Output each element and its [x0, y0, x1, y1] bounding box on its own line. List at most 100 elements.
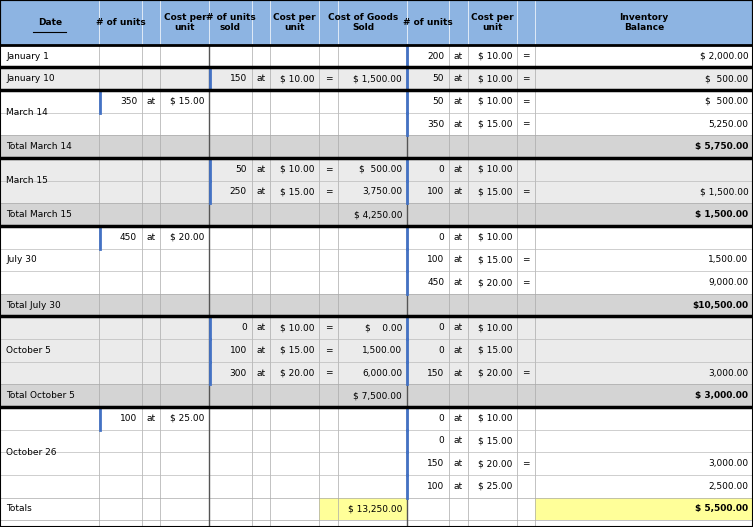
Bar [0, 90, 753, 135]
Text: at: at [453, 482, 463, 491]
Text: July 30: July 30 [6, 256, 37, 265]
Text: $ 10.00: $ 10.00 [477, 74, 512, 83]
Text: at: at [453, 233, 463, 242]
Text: 450: 450 [427, 278, 444, 287]
Text: 0: 0 [438, 346, 444, 355]
Text: $10,500.00: $10,500.00 [692, 300, 748, 310]
Text: at: at [453, 256, 463, 265]
Text: October 5: October 5 [6, 346, 51, 355]
Bar [319, 497, 407, 520]
Bar [0, 226, 753, 294]
Text: $ 5,500.00: $ 5,500.00 [695, 504, 748, 513]
Text: 100: 100 [427, 482, 444, 491]
Text: at: at [146, 233, 156, 242]
Text: 1,500.00: 1,500.00 [709, 256, 748, 265]
Text: at: at [256, 346, 266, 355]
Text: 6,000.00: 6,000.00 [362, 368, 402, 377]
Text: $ 1,500.00: $ 1,500.00 [695, 210, 748, 219]
Text: 0: 0 [438, 165, 444, 174]
Text: 350: 350 [120, 97, 137, 106]
Text: 2,500.00: 2,500.00 [709, 482, 748, 491]
Text: 100: 100 [427, 188, 444, 197]
Text: $ 20.00: $ 20.00 [477, 368, 512, 377]
Text: 3,000.00: 3,000.00 [709, 459, 748, 468]
Text: =: = [523, 278, 529, 287]
Text: Inventory
Balance: Inventory Balance [620, 13, 669, 32]
Text: 250: 250 [230, 188, 247, 197]
Text: $ 10.00: $ 10.00 [477, 414, 512, 423]
Text: March 14: March 14 [6, 108, 47, 117]
Text: Total October 5: Total October 5 [6, 391, 75, 400]
Text: 350: 350 [427, 120, 444, 129]
Text: Total July 30: Total July 30 [6, 300, 61, 310]
Bar [0, 0, 753, 45]
Text: Total March 15: Total March 15 [6, 210, 72, 219]
Bar [0, 45, 753, 67]
Text: Total March 14: Total March 14 [6, 142, 72, 151]
Text: =: = [523, 74, 529, 83]
Text: at: at [453, 459, 463, 468]
Text: 50: 50 [433, 97, 444, 106]
Text: $    0.00: $ 0.00 [364, 323, 402, 333]
Bar [535, 497, 753, 520]
Text: =: = [523, 459, 529, 468]
Text: # of units
sold: # of units sold [206, 13, 255, 32]
Text: 300: 300 [230, 368, 247, 377]
Text: October 26: October 26 [6, 448, 56, 457]
Text: $ 10.00: $ 10.00 [477, 52, 512, 61]
Text: at: at [453, 120, 463, 129]
Text: $ 25.00: $ 25.00 [477, 482, 512, 491]
Text: $ 10.00: $ 10.00 [477, 323, 512, 333]
Text: at: at [256, 323, 266, 333]
Text: $ 15.00: $ 15.00 [170, 97, 205, 106]
Text: $ 1,500.00: $ 1,500.00 [353, 74, 402, 83]
Text: =: = [523, 97, 529, 106]
Bar [0, 67, 753, 90]
Text: Cost per
unit: Cost per unit [273, 13, 316, 32]
Text: 5,250.00: 5,250.00 [709, 120, 748, 129]
Bar [0, 497, 753, 520]
Text: at: at [453, 414, 463, 423]
Text: $ 10.00: $ 10.00 [477, 233, 512, 242]
Text: at: at [256, 165, 266, 174]
Bar [0, 316, 753, 384]
Text: at: at [453, 346, 463, 355]
Text: $  500.00: $ 500.00 [706, 97, 748, 106]
Text: at: at [256, 74, 266, 83]
Text: $ 20.00: $ 20.00 [170, 233, 205, 242]
Text: 50: 50 [236, 165, 247, 174]
Text: 100: 100 [230, 346, 247, 355]
Text: $ 15.00: $ 15.00 [280, 346, 315, 355]
Text: $ 15.00: $ 15.00 [477, 188, 512, 197]
Text: 0: 0 [438, 414, 444, 423]
Text: at: at [453, 323, 463, 333]
Text: Date: Date [38, 18, 62, 27]
Text: 150: 150 [427, 459, 444, 468]
Text: 9,000.00: 9,000.00 [709, 278, 748, 287]
Bar [0, 407, 753, 497]
Text: $ 2,000.00: $ 2,000.00 [700, 52, 748, 61]
Text: 0: 0 [438, 233, 444, 242]
Text: # of units: # of units [96, 18, 145, 27]
Text: January 1: January 1 [6, 52, 49, 61]
Text: $  500.00: $ 500.00 [359, 165, 402, 174]
Text: $ 15.00: $ 15.00 [477, 436, 512, 445]
Text: at: at [453, 188, 463, 197]
Text: =: = [325, 74, 332, 83]
Text: at: at [453, 74, 463, 83]
Text: at: at [453, 97, 463, 106]
Text: January 10: January 10 [6, 74, 55, 83]
Text: $ 15.00: $ 15.00 [477, 120, 512, 129]
Bar [0, 135, 753, 158]
Text: 150: 150 [230, 74, 247, 83]
Text: $ 15.00: $ 15.00 [477, 256, 512, 265]
Text: 0: 0 [241, 323, 247, 333]
Text: 100: 100 [427, 256, 444, 265]
Text: =: = [325, 368, 332, 377]
Text: $ 20.00: $ 20.00 [280, 368, 315, 377]
Bar [0, 158, 753, 203]
Text: 0: 0 [438, 323, 444, 333]
Text: $ 7,500.00: $ 7,500.00 [353, 391, 402, 400]
Text: $ 20.00: $ 20.00 [477, 459, 512, 468]
Text: $ 10.00: $ 10.00 [280, 74, 315, 83]
